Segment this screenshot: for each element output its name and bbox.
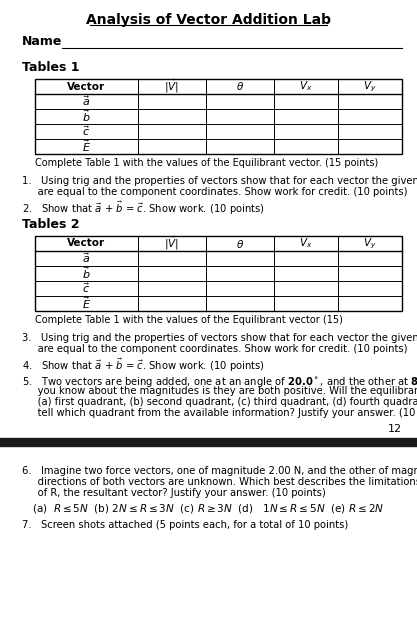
- Text: Tables 2: Tables 2: [22, 218, 80, 231]
- Text: 1.   Using trig and the properties of vectors show that for each vector the give: 1. Using trig and the properties of vect…: [22, 176, 417, 186]
- Text: Complete Table 1 with the values of the Equilibrant vector. (15 points): Complete Table 1 with the values of the …: [35, 158, 378, 168]
- Text: (a)  $R \leq 5N$  (b) $2N \leq R \leq 3N$  (c) $R \geq 3N$  (d)   $1N \leq R \le: (a) $R \leq 5N$ (b) $2N \leq R \leq 3N$ …: [33, 502, 384, 515]
- Text: you know about the magnitudes is they are both positive. Will the equilibrant ve: you know about the magnitudes is they ar…: [22, 386, 417, 396]
- Text: $\vec{a}$: $\vec{a}$: [82, 95, 91, 109]
- Text: 5.   Two vectors are being added, one at an angle of $\mathbf{20.0^\circ}$, and : 5. Two vectors are being added, one at a…: [22, 375, 417, 389]
- Text: directions of both vectors are unknown. Which best describes the limitations on : directions of both vectors are unknown. …: [22, 477, 417, 487]
- Text: (a) first quadrant, (b) second quadrant, (c) third quadrant, (d) fourth quadrant: (a) first quadrant, (b) second quadrant,…: [22, 397, 417, 407]
- Text: $\theta$: $\theta$: [236, 81, 244, 93]
- Text: $|\vec{V}|$: $|\vec{V}|$: [164, 77, 179, 95]
- Text: Analysis of Vector Addition Lab: Analysis of Vector Addition Lab: [86, 13, 331, 27]
- Text: $\vec{b}$: $\vec{b}$: [82, 109, 91, 124]
- Text: Tables 1: Tables 1: [22, 61, 80, 74]
- Text: Name: Name: [22, 35, 63, 48]
- Text: $\vec{a}$: $\vec{a}$: [82, 251, 91, 265]
- Text: 6.   Imagine two force vectors, one of magnitude 2.00 N, and the other of magnit: 6. Imagine two force vectors, one of mag…: [22, 466, 417, 476]
- Text: 3.   Using trig and the properties of vectors show that for each vector the give: 3. Using trig and the properties of vect…: [22, 333, 417, 343]
- Text: $\vec{c}$: $\vec{c}$: [82, 282, 90, 295]
- Text: are equal to the component coordinates. Show work for credit. (10 points): are equal to the component coordinates. …: [22, 344, 407, 354]
- Text: $|\vec{V}|$: $|\vec{V}|$: [164, 235, 179, 252]
- Text: Vector: Vector: [67, 239, 106, 248]
- Text: 7.   Screen shots attached (5 points each, for a total of 10 points): 7. Screen shots attached (5 points each,…: [22, 520, 348, 530]
- Bar: [35, 79, 402, 154]
- Text: $V_y$: $V_y$: [363, 236, 377, 251]
- Text: 2.   Show that $\vec{a}$ + $\vec{b}$ = $\vec{c}$. Show work. (10 points): 2. Show that $\vec{a}$ + $\vec{b}$ = $\v…: [22, 200, 265, 217]
- Text: $\vec{E}$: $\vec{E}$: [82, 296, 91, 311]
- Text: $\vec{E}$: $\vec{E}$: [82, 138, 91, 154]
- Text: $\vec{c}$: $\vec{c}$: [82, 124, 90, 138]
- Text: of R, the resultant vector? Justify your answer. (10 points): of R, the resultant vector? Justify your…: [22, 488, 326, 498]
- Text: $V_y$: $V_y$: [363, 79, 377, 94]
- Text: $\vec{b}$: $\vec{b}$: [82, 265, 91, 281]
- Bar: [0, 438, 417, 446]
- Text: 12: 12: [388, 424, 402, 434]
- Text: 4.   Show that $\vec{a}$ + $\vec{b}$ = $\vec{c}$. Show work. (10 points): 4. Show that $\vec{a}$ + $\vec{b}$ = $\v…: [22, 357, 265, 375]
- Text: Vector: Vector: [67, 81, 106, 91]
- Text: are equal to the component coordinates. Show work for credit. (10 points): are equal to the component coordinates. …: [22, 187, 407, 197]
- Bar: [35, 236, 402, 311]
- Text: tell which quadrant from the available information? Justify your answer. (10 poi: tell which quadrant from the available i…: [22, 408, 417, 418]
- Text: $V_x$: $V_x$: [299, 79, 312, 93]
- Text: $V_x$: $V_x$: [299, 237, 312, 250]
- Text: $\theta$: $\theta$: [236, 237, 244, 250]
- Text: Complete Table 1 with the values of the Equilibrant vector (15): Complete Table 1 with the values of the …: [35, 315, 343, 325]
